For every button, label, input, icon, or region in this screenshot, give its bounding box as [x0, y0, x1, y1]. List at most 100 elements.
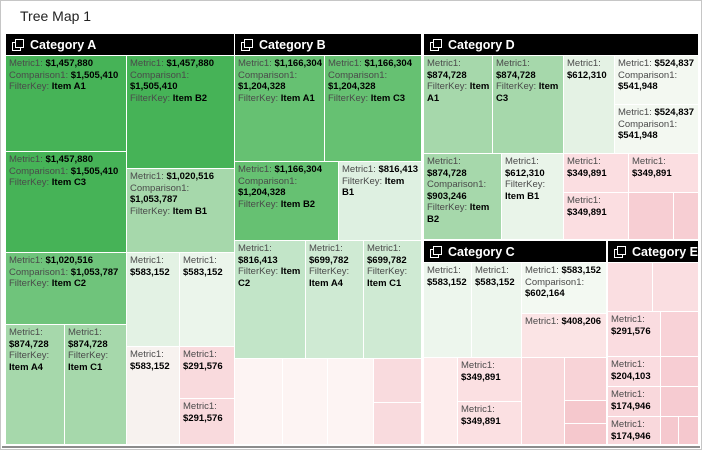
category-header-category-e[interactable]: Category E — [608, 241, 698, 262]
treemap-cell[interactable] — [424, 358, 457, 444]
cell-text: Metric1: $1,166,304 — [238, 58, 322, 69]
treemap-cell[interactable] — [661, 417, 678, 444]
category-label: Category B — [259, 37, 326, 52]
treemap-cell[interactable]: Metric1: $583,152 — [472, 263, 521, 357]
treemap-cell[interactable]: Metric1: $612,310 FilterKey: Item B1 — [502, 154, 563, 239]
cell-text: Comparison1: $1,505,410 — [130, 69, 190, 93]
treemap-cell[interactable]: Metric1: $583,152 — [424, 263, 471, 357]
cell-text: Metric1: $524,837 — [618, 107, 695, 118]
layers-icon — [614, 245, 626, 258]
cell-text: Comparison1: $1,505,410 — [9, 69, 119, 81]
cell-text: Metric1: $816,413 — [238, 243, 278, 266]
cell-text: Metric1: $1,457,880 — [9, 154, 93, 165]
cell-text: Comparison1: $1,505,410 — [9, 165, 119, 177]
treemap-cell[interactable]: Metric1: $349,891 — [564, 193, 628, 239]
treemap-cell[interactable]: Metric1: $174,946 — [608, 417, 660, 444]
cell-text: Comparison1: $541,948 — [618, 118, 678, 142]
cell-text: Metric1: $174,946 — [611, 389, 651, 412]
treemap-cell[interactable]: Metric1: $349,891 — [458, 402, 521, 444]
cell-text: Metric1: $1,166,304 — [238, 164, 322, 175]
treemap-cell[interactable]: Metric1: $699,782 FilterKey: Item A4 — [306, 241, 363, 358]
cell-text: FilterKey: Item B1 — [505, 179, 546, 202]
treemap-cell[interactable]: Metric1: $349,891 — [458, 358, 521, 401]
treemap-cell[interactable] — [374, 359, 421, 402]
treemap-cell[interactable]: Metric1: $583,152 — [127, 253, 179, 346]
treemap-cell[interactable]: Metric1: $583,152 — [127, 347, 179, 444]
treemap-cell[interactable]: Metric1: $583,152 — [180, 253, 234, 346]
cell-text: FilterKey: Item A1 — [238, 92, 315, 104]
category-header-category-a[interactable]: Category A — [6, 34, 234, 55]
treemap-cell[interactable] — [674, 193, 698, 239]
treemap-cell[interactable] — [629, 193, 673, 239]
cell-text: Metric1: $408,206 — [525, 316, 602, 327]
treemap-cell[interactable]: Metric1: $874,728 Comparison1: $903,246 Fi… — [424, 154, 501, 239]
treemap-cell[interactable]: Metric1: $874,728 FilterKey: Item A1 — [424, 56, 492, 153]
treemap-cell[interactable]: Metric1: $816,413 FilterKey: Item B1 — [339, 162, 421, 240]
cell-text: Metric1: $349,891 — [461, 360, 501, 383]
cell-text: FilterKey: Item A1 — [9, 81, 86, 93]
treemap-cell[interactable]: Metric1: $1,457,880 Comparison1: $1,505,4… — [6, 152, 126, 252]
treemap-cell[interactable]: Metric1: $408,206 — [522, 314, 606, 357]
treemap-cell[interactable]: Metric1: $349,891 — [564, 154, 628, 192]
treemap-cell[interactable]: Metric1: $291,576 — [608, 312, 660, 356]
treemap-cell[interactable] — [608, 263, 652, 311]
treemap-cell[interactable] — [235, 359, 282, 444]
treemap-cell[interactable]: Metric1: $524,837 Comparison1: $541,948 — [615, 56, 698, 104]
cell-text: FilterKey: Item C2 — [238, 266, 301, 289]
treemap-cell[interactable] — [661, 357, 698, 386]
cell-text: FilterKey: Item B2 — [238, 198, 316, 210]
cell-text: Metric1: $874,728 — [496, 58, 536, 81]
treemap-cell[interactable]: Metric1: $874,728 FilterKey: Item A4 — [6, 325, 64, 444]
treemap-cell[interactable]: Metric1: $874,728 FilterKey: Item C3 — [493, 56, 563, 153]
cell-text: Metric1: $874,728 — [68, 327, 108, 350]
treemap-cell[interactable]: Metric1: $291,576 — [180, 399, 234, 444]
treemap-cell[interactable] — [565, 424, 606, 444]
category-header-category-b[interactable]: Category B — [235, 34, 421, 55]
treemap-cell[interactable]: Metric1: $1,457,880 Comparison1: $1,505,4… — [127, 56, 234, 168]
treemap-cell[interactable] — [653, 263, 698, 311]
cell-text: FilterKey: Item A4 — [9, 350, 50, 373]
treemap-cell[interactable]: Metric1: $1,020,516 Comparison1: $1,053,7… — [127, 169, 234, 252]
treemap-cell[interactable]: Metric1: $1,457,880 Comparison1: $1,505,4… — [6, 56, 126, 151]
bottom-border — [2, 446, 700, 448]
cell-text: Metric1: $291,576 — [183, 401, 223, 424]
cell-text: Metric1: $874,728 — [9, 327, 49, 350]
treemap-cell[interactable]: Metric1: $874,728 FilterKey: Item C1 — [65, 325, 126, 444]
category-header-category-c[interactable]: Category C — [424, 241, 606, 262]
category-label: Category C — [448, 244, 515, 259]
cell-text: Metric1: $1,020,516 — [9, 255, 93, 266]
treemap-cell[interactable] — [283, 359, 327, 444]
treemap-cell[interactable] — [679, 417, 698, 444]
cell-text: Metric1: $1,020,516 — [130, 171, 214, 182]
treemap-cell[interactable] — [522, 358, 564, 444]
cell-text: Metric1: $291,576 — [611, 314, 651, 337]
treemap-cell[interactable]: Metric1: $1,166,304 Comparison1: $1,204,3… — [325, 56, 421, 161]
cell-text: Metric1: $874,728 — [427, 156, 467, 179]
treemap-cell[interactable]: Metric1: $174,946 — [608, 387, 660, 416]
cell-text: Comparison1: $602,164 — [525, 276, 585, 300]
treemap-cell[interactable]: Metric1: $1,166,304 Comparison1: $1,204,3… — [235, 162, 338, 240]
treemap-cell[interactable]: Metric1: $349,891 — [629, 154, 698, 192]
treemap-cell[interactable] — [328, 359, 373, 444]
layers-icon — [430, 245, 442, 258]
treemap-cell[interactable] — [374, 403, 421, 444]
cell-text: FilterKey: Item C2 — [9, 278, 87, 290]
treemap-cell[interactable] — [565, 401, 606, 423]
cell-text: Metric1: $583,152 — [130, 349, 170, 372]
treemap-cell[interactable]: Metric1: $612,310 — [564, 56, 614, 153]
category-header-category-d[interactable]: Category D — [424, 34, 698, 55]
treemap-cell[interactable]: Metric1: $291,576 — [180, 347, 234, 398]
treemap-cell[interactable]: Metric1: $524,837 Comparison1: $541,948 — [615, 105, 698, 153]
cell-text: Comparison1: $541,948 — [618, 69, 678, 93]
treemap-cell[interactable] — [565, 358, 606, 400]
treemap-cell[interactable] — [661, 312, 698, 356]
treemap-cell[interactable]: Metric1: $816,413 FilterKey: Item C2 — [235, 241, 305, 358]
treemap-cell[interactable]: Metric1: $1,020,516 Comparison1: $1,053,7… — [6, 253, 126, 324]
cell-text: Metric1: $174,946 — [611, 419, 651, 442]
treemap-cell[interactable]: Metric1: $1,166,304 Comparison1: $1,204,3… — [235, 56, 324, 161]
treemap-cell[interactable]: Metric1: $583,152 Comparison1: $602,164 — [522, 263, 606, 313]
cell-text: FilterKey: Item A1 — [427, 81, 490, 104]
treemap-cell[interactable] — [661, 387, 698, 416]
treemap-cell[interactable]: Metric1: $699,782 FilterKey: Item C1 — [364, 241, 421, 358]
treemap-cell[interactable]: Metric1: $204,103 — [608, 357, 660, 386]
